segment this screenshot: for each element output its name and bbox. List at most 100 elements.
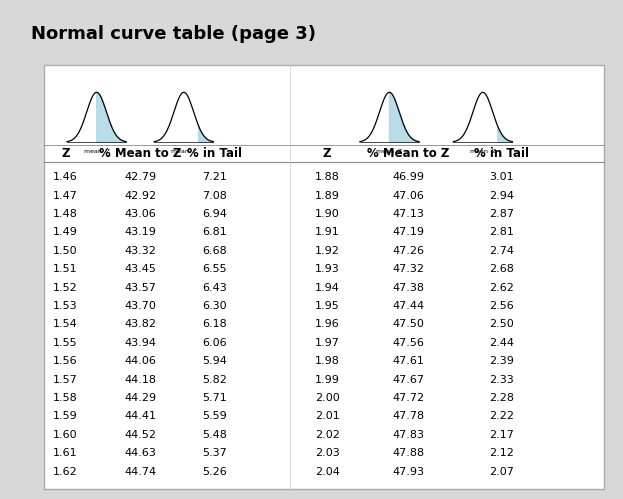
- Text: 1.92: 1.92: [315, 246, 340, 256]
- Text: 1.90: 1.90: [315, 209, 340, 219]
- Text: 2.04: 2.04: [315, 467, 340, 477]
- Text: Normal curve table (page 3): Normal curve table (page 3): [31, 25, 316, 43]
- Text: 1.53: 1.53: [53, 301, 78, 311]
- Text: 6.43: 6.43: [202, 282, 227, 292]
- Text: 2.17: 2.17: [489, 430, 514, 440]
- Polygon shape: [389, 92, 419, 142]
- Text: 5.26: 5.26: [202, 467, 227, 477]
- Text: 6.55: 6.55: [202, 264, 227, 274]
- Text: 42.92: 42.92: [124, 191, 156, 201]
- Text: 1.51: 1.51: [53, 264, 78, 274]
- Text: 47.44: 47.44: [392, 301, 424, 311]
- Text: 2.74: 2.74: [489, 246, 514, 256]
- Text: 43.70: 43.70: [124, 301, 156, 311]
- Text: 2.87: 2.87: [489, 209, 514, 219]
- Text: 1.91: 1.91: [315, 228, 340, 238]
- Text: 1.47: 1.47: [53, 191, 78, 201]
- Text: 47.72: 47.72: [392, 393, 424, 403]
- Text: 47.06: 47.06: [392, 191, 424, 201]
- Text: 44.06: 44.06: [124, 356, 156, 366]
- Text: 47.83: 47.83: [392, 430, 424, 440]
- Text: 7.08: 7.08: [202, 191, 227, 201]
- Text: 1.88: 1.88: [315, 172, 340, 182]
- Text: 44.52: 44.52: [124, 430, 156, 440]
- Text: 1.49: 1.49: [53, 228, 78, 238]
- Text: 2.62: 2.62: [489, 282, 514, 292]
- Text: 47.32: 47.32: [392, 264, 424, 274]
- Text: 1.95: 1.95: [315, 301, 340, 311]
- Text: 2.81: 2.81: [489, 228, 514, 238]
- Text: 47.88: 47.88: [392, 448, 424, 458]
- Text: 2.39: 2.39: [489, 356, 514, 366]
- Text: % Mean to Z: % Mean to Z: [367, 147, 449, 160]
- Text: 44.63: 44.63: [124, 448, 156, 458]
- Text: 1.46: 1.46: [53, 172, 78, 182]
- Text: 44.29: 44.29: [124, 393, 156, 403]
- Text: 43.57: 43.57: [124, 282, 156, 292]
- Text: 47.93: 47.93: [392, 467, 424, 477]
- Text: 43.32: 43.32: [124, 246, 156, 256]
- Text: 43.45: 43.45: [124, 264, 156, 274]
- Text: 2.07: 2.07: [489, 467, 514, 477]
- Text: 47.19: 47.19: [392, 228, 424, 238]
- Text: 1.55: 1.55: [53, 338, 78, 348]
- Text: 2.12: 2.12: [489, 448, 514, 458]
- Text: mean  Z: mean Z: [171, 149, 197, 154]
- Text: 5.94: 5.94: [202, 356, 227, 366]
- Text: 6.81: 6.81: [202, 228, 227, 238]
- Text: 47.78: 47.78: [392, 411, 424, 422]
- Text: 1.48: 1.48: [53, 209, 78, 219]
- Text: 1.89: 1.89: [315, 191, 340, 201]
- Text: 2.02: 2.02: [315, 430, 340, 440]
- FancyBboxPatch shape: [44, 65, 604, 489]
- Text: 1.56: 1.56: [53, 356, 78, 366]
- Text: mean  Z: mean Z: [83, 149, 110, 154]
- Text: 47.13: 47.13: [392, 209, 424, 219]
- Text: 2.28: 2.28: [489, 393, 514, 403]
- Text: 5.37: 5.37: [202, 448, 227, 458]
- Text: % in Tail: % in Tail: [474, 147, 529, 160]
- Text: 2.03: 2.03: [315, 448, 340, 458]
- Text: 46.99: 46.99: [392, 172, 424, 182]
- Text: 47.56: 47.56: [392, 338, 424, 348]
- Text: 43.19: 43.19: [124, 228, 156, 238]
- Text: 1.58: 1.58: [53, 393, 78, 403]
- Text: Z: Z: [323, 147, 331, 160]
- Text: 2.22: 2.22: [489, 411, 514, 422]
- Text: 6.06: 6.06: [202, 338, 227, 348]
- Text: 1.60: 1.60: [53, 430, 78, 440]
- Text: 5.71: 5.71: [202, 393, 227, 403]
- Text: 44.18: 44.18: [124, 375, 156, 385]
- Text: 2.94: 2.94: [489, 191, 514, 201]
- Text: Z: Z: [61, 147, 70, 160]
- Text: 47.26: 47.26: [392, 246, 424, 256]
- Text: 1.96: 1.96: [315, 319, 340, 329]
- Polygon shape: [199, 126, 213, 142]
- Text: 5.59: 5.59: [202, 411, 227, 422]
- Text: 2.01: 2.01: [315, 411, 340, 422]
- Text: % in Tail: % in Tail: [188, 147, 242, 160]
- Text: 6.68: 6.68: [202, 246, 227, 256]
- Text: 47.50: 47.50: [392, 319, 424, 329]
- Text: 43.06: 43.06: [125, 209, 156, 219]
- Text: 1.62: 1.62: [53, 467, 78, 477]
- Text: 43.82: 43.82: [124, 319, 156, 329]
- Text: 42.79: 42.79: [124, 172, 156, 182]
- Text: 1.50: 1.50: [53, 246, 78, 256]
- Text: 43.94: 43.94: [124, 338, 156, 348]
- Text: 1.97: 1.97: [315, 338, 340, 348]
- Text: 5.48: 5.48: [202, 430, 227, 440]
- Text: 7.21: 7.21: [202, 172, 227, 182]
- Text: 1.94: 1.94: [315, 282, 340, 292]
- Text: 2.44: 2.44: [489, 338, 514, 348]
- Text: 2.00: 2.00: [315, 393, 340, 403]
- Text: 2.50: 2.50: [489, 319, 514, 329]
- Text: 5.82: 5.82: [202, 375, 227, 385]
- Text: 47.61: 47.61: [392, 356, 424, 366]
- Text: 47.67: 47.67: [392, 375, 424, 385]
- Text: 2.68: 2.68: [489, 264, 514, 274]
- Text: 2.33: 2.33: [489, 375, 514, 385]
- Text: 1.61: 1.61: [53, 448, 78, 458]
- Text: 1.54: 1.54: [53, 319, 78, 329]
- Polygon shape: [97, 92, 126, 142]
